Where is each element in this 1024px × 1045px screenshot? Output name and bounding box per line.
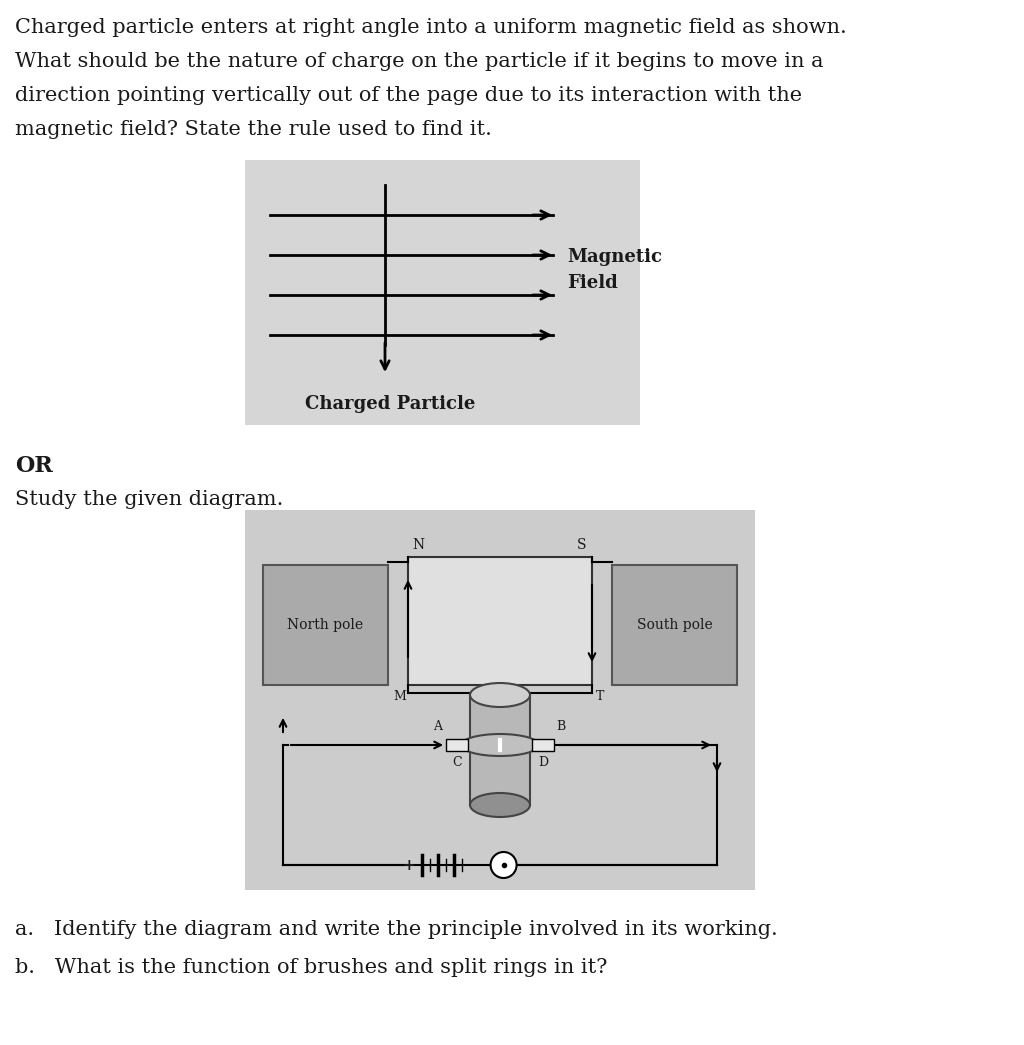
Text: B: B (556, 720, 565, 734)
Text: T: T (596, 691, 604, 703)
Bar (263, 565, 388, 686)
Bar (245, 160, 640, 425)
Bar (612, 565, 737, 686)
Bar (408, 557, 592, 686)
Text: What should be the nature of charge on the particle if it begins to move in a: What should be the nature of charge on t… (15, 52, 823, 71)
Text: Study the given diagram.: Study the given diagram. (15, 490, 284, 509)
Bar (245, 510, 755, 890)
Text: North pole: North pole (288, 618, 364, 632)
Text: b.   What is the function of brushes and split rings in it?: b. What is the function of brushes and s… (15, 958, 607, 977)
Bar (446, 739, 468, 751)
Text: OR: OR (15, 455, 53, 477)
Bar (532, 739, 554, 751)
Text: Charged Particle: Charged Particle (305, 395, 475, 413)
Ellipse shape (470, 793, 530, 817)
Ellipse shape (470, 683, 530, 707)
Text: Charged particle enters at right angle into a uniform magnetic field as shown.: Charged particle enters at right angle i… (15, 18, 847, 37)
Text: Magnetic
Field: Magnetic Field (567, 249, 662, 292)
Text: South pole: South pole (637, 618, 713, 632)
Text: magnetic field? State the rule used to find it.: magnetic field? State the rule used to f… (15, 120, 492, 139)
Text: a.   Identify the diagram and write the principle involved in its working.: a. Identify the diagram and write the pr… (15, 920, 778, 939)
Text: D: D (538, 757, 548, 769)
Ellipse shape (461, 734, 539, 756)
Circle shape (490, 852, 516, 878)
Bar (470, 695, 530, 805)
Text: N: N (412, 538, 424, 552)
Text: C: C (453, 757, 462, 769)
Text: +: + (402, 858, 415, 873)
Text: S: S (578, 538, 587, 552)
Text: M: M (393, 691, 406, 703)
Text: A: A (433, 720, 442, 734)
Text: direction pointing vertically out of the page due to its interaction with the: direction pointing vertically out of the… (15, 86, 802, 104)
